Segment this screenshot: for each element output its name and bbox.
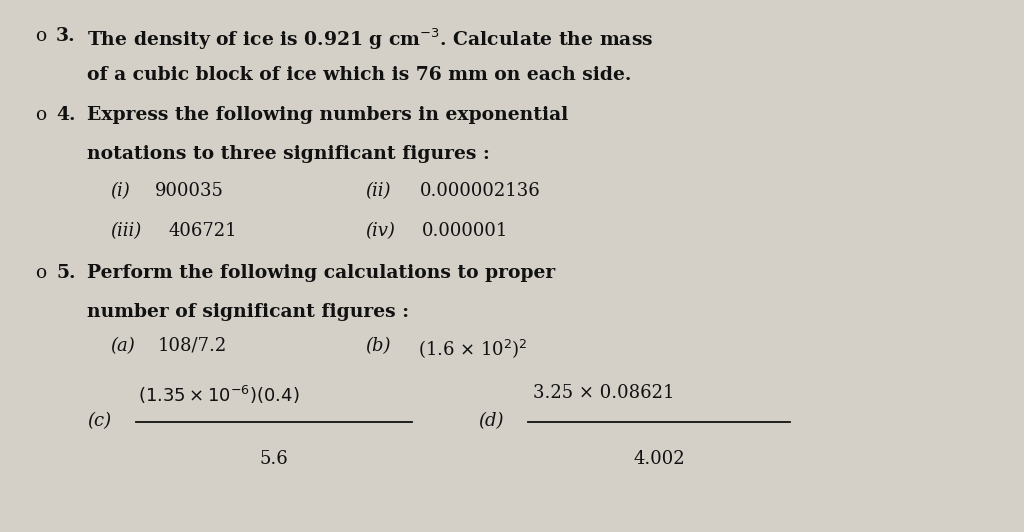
Text: (iv): (iv) (365, 222, 395, 240)
Text: 3.25 × 0.08621: 3.25 × 0.08621 (534, 384, 675, 402)
Text: 0.000001: 0.000001 (422, 222, 508, 240)
Text: 406721: 406721 (168, 222, 237, 240)
Text: 900035: 900035 (155, 182, 224, 200)
Text: The density of ice is 0.921 g cm$^{-3}$. Calculate the mass: The density of ice is 0.921 g cm$^{-3}$.… (87, 27, 653, 53)
Text: o: o (35, 27, 46, 45)
Text: 5.6: 5.6 (260, 450, 289, 468)
Text: $\left(1.35\times10^{-6}\right)(0.4)$: $\left(1.35\times10^{-6}\right)(0.4)$ (138, 384, 299, 406)
Text: Perform the following calculations to proper: Perform the following calculations to pr… (87, 264, 555, 282)
Text: 108/7.2: 108/7.2 (158, 337, 227, 355)
Text: (a): (a) (110, 337, 135, 355)
Text: 4.002: 4.002 (633, 450, 685, 468)
Text: (i): (i) (110, 182, 130, 200)
Text: Express the following numbers in exponential: Express the following numbers in exponen… (87, 106, 568, 124)
Text: number of significant figures :: number of significant figures : (87, 303, 410, 321)
Text: notations to three significant figures :: notations to three significant figures : (87, 145, 489, 163)
Text: 0.000002136: 0.000002136 (420, 182, 541, 200)
Text: (c): (c) (87, 412, 112, 430)
Text: 5.: 5. (56, 264, 76, 282)
Text: o: o (35, 106, 46, 124)
Text: o: o (35, 264, 46, 282)
Text: 3.: 3. (56, 27, 76, 45)
Text: of a cubic block of ice which is 76 mm on each side.: of a cubic block of ice which is 76 mm o… (87, 66, 632, 84)
Text: (iii): (iii) (110, 222, 141, 240)
Text: (1.6 $\times$ 10$^{2}$)$^{2}$: (1.6 $\times$ 10$^{2}$)$^{2}$ (418, 337, 527, 360)
Text: 4.: 4. (56, 106, 76, 124)
Text: (b): (b) (365, 337, 390, 355)
Text: (ii): (ii) (365, 182, 390, 200)
Text: (d): (d) (478, 412, 504, 430)
